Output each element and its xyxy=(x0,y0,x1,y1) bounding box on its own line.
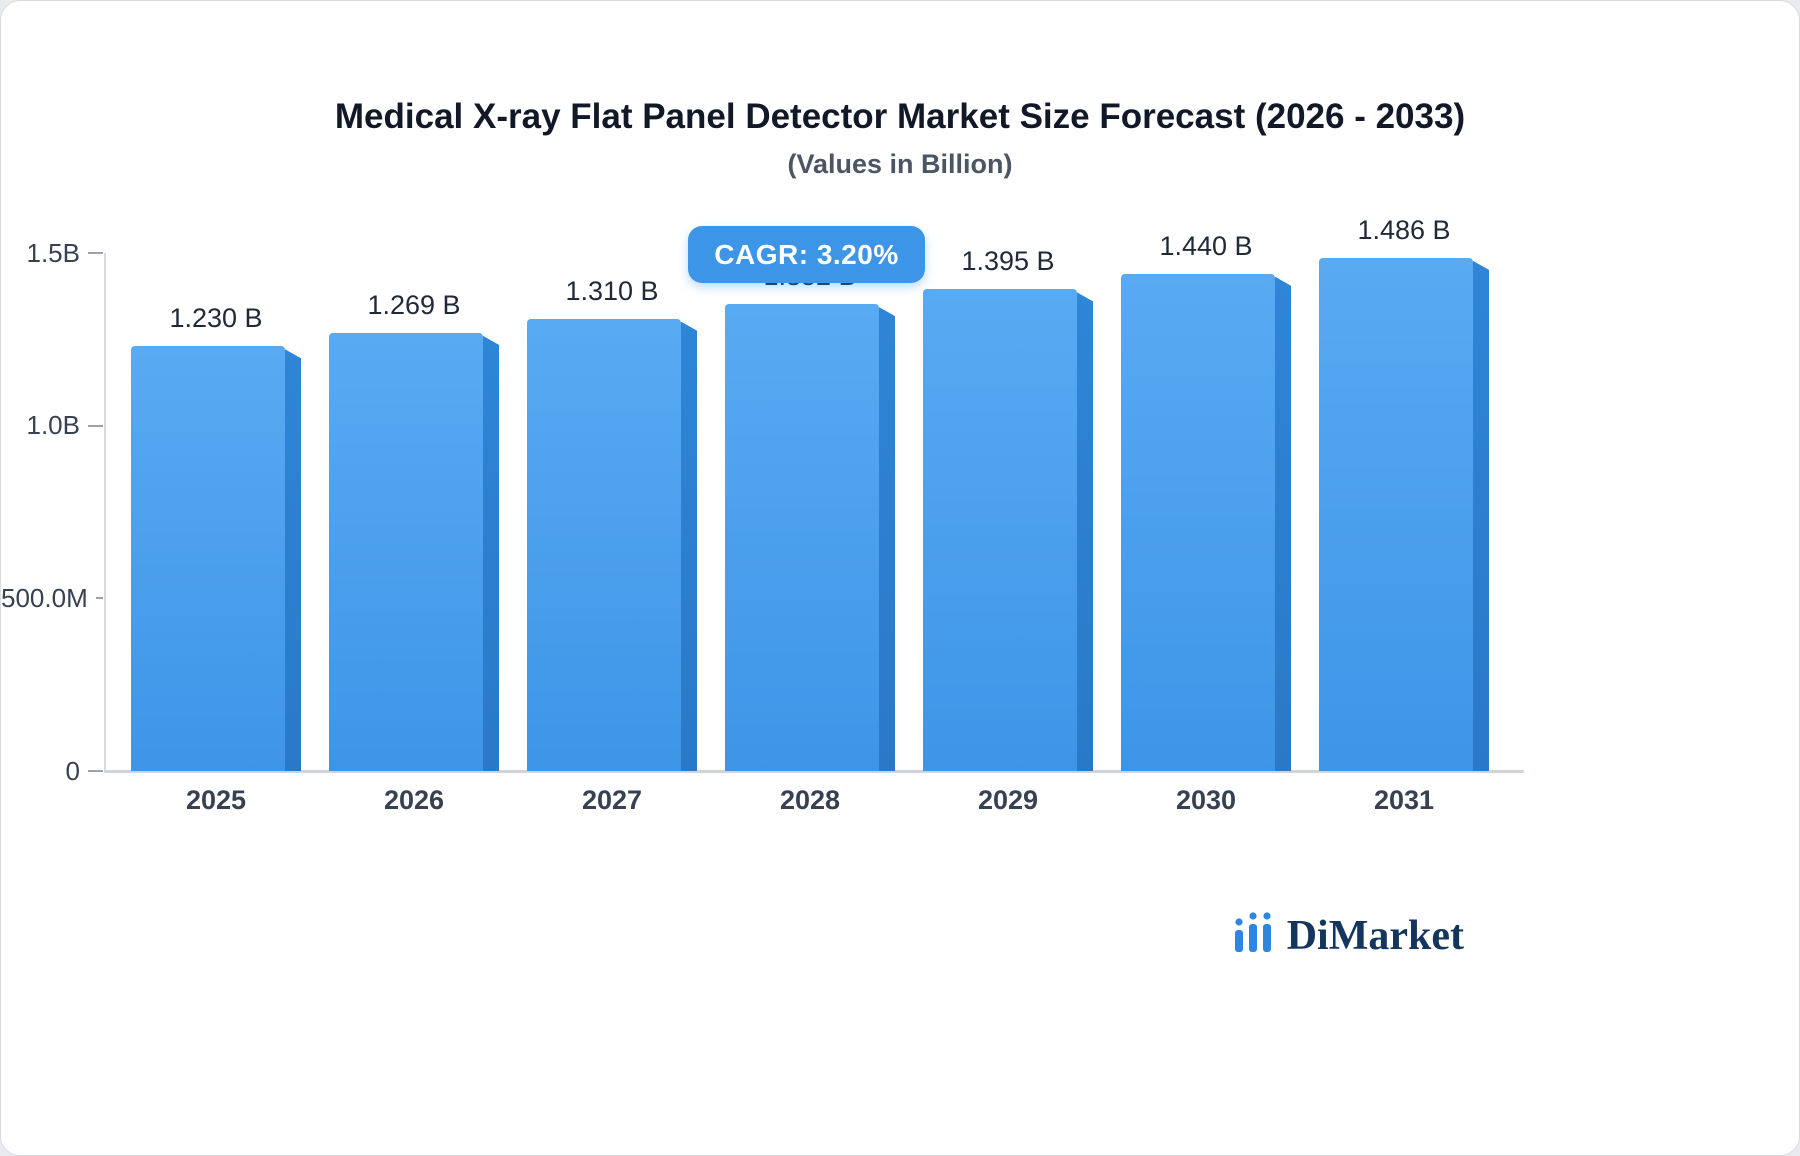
bar-side xyxy=(1473,260,1489,771)
bar-face xyxy=(725,304,879,771)
bar-value-label: 1.269 B xyxy=(367,289,461,320)
bar-side xyxy=(285,349,301,771)
bar[interactable]: 1.440 B xyxy=(1121,231,1291,771)
y-tick-label: 0 xyxy=(65,755,80,786)
y-axis: 1.5B 1.0B 500.0M 0 xyxy=(1,238,105,786)
y-tick: 500.0M xyxy=(1,582,105,613)
bar-face xyxy=(131,346,285,771)
y-tick-label: 1.5B xyxy=(26,237,81,268)
y-tick-dash xyxy=(88,252,103,254)
x-axis-label: 2025 xyxy=(185,785,247,815)
bar-chart-logo-icon xyxy=(1231,910,1277,957)
bar-face xyxy=(527,318,681,771)
bar-face xyxy=(923,289,1077,771)
y-tick-dash xyxy=(88,424,103,427)
cagr-badge-label: CAGR: 3.20% xyxy=(714,238,899,270)
plot-area: 1.230 B 1.269 B 1.310 B 1.352 B 1.395 B 1.440… xyxy=(106,215,1521,771)
dimarket-logo: DiMarket xyxy=(1231,910,1464,957)
y-tick: 1.0B xyxy=(1,410,105,441)
bar[interactable]: 1.486 B xyxy=(1319,215,1489,771)
x-axis-label: 2031 xyxy=(1373,785,1435,815)
bar-value-label: 1.440 B xyxy=(1159,230,1253,261)
x-axis-label: 2029 xyxy=(977,785,1039,815)
bar[interactable]: 1.269 B xyxy=(329,290,499,771)
bar-face xyxy=(329,332,483,771)
bar-side xyxy=(879,307,895,771)
bar[interactable]: 1.352 B xyxy=(725,261,895,771)
y-tick-dash xyxy=(88,770,103,772)
y-tick: 1.5B xyxy=(1,237,105,268)
x-axis-label: 2026 xyxy=(383,785,445,815)
bar-face xyxy=(1121,273,1275,771)
bar-face xyxy=(1319,257,1473,771)
bar[interactable]: 1.395 B xyxy=(923,246,1093,771)
y-tick: 0 xyxy=(1,755,105,786)
bar-side xyxy=(483,335,499,771)
bar-value-label: 1.310 B xyxy=(565,275,659,306)
bar[interactable]: 1.230 B xyxy=(131,303,301,771)
x-axis-label: 2027 xyxy=(581,785,643,815)
y-tick-label: 1.0B xyxy=(26,410,81,441)
chart-title: Medical X-ray Flat Panel Detector Market… xyxy=(334,97,1466,136)
logo-text: DiMarket xyxy=(1286,913,1464,959)
bar-side xyxy=(1275,276,1291,771)
y-tick-label: 500.0M xyxy=(1,582,88,613)
y-tick-dash xyxy=(95,597,103,600)
cagr-badge: CAGR: 3.20% xyxy=(688,226,925,283)
x-axis-label: 2030 xyxy=(1175,785,1237,815)
y-axis-line xyxy=(104,253,106,771)
chart-subtitle: (Values in Billion) xyxy=(787,149,1013,179)
bar-value-label: 1.230 B xyxy=(169,303,263,334)
bar-value-label: 1.395 B xyxy=(961,246,1055,277)
x-axis-labels: 2025 2026 2027 2028 2029 2030 2031 xyxy=(106,785,1521,825)
bar[interactable]: 1.310 B xyxy=(527,276,697,771)
x-axis-label: 2028 xyxy=(779,785,841,815)
bars-layer: 1.230 B 1.269 B 1.310 B 1.352 B 1.395 B 1.440… xyxy=(106,215,1521,771)
bar-side xyxy=(681,321,697,771)
x-axis-line xyxy=(104,770,1524,773)
bar-value-label: 1.486 B xyxy=(1357,214,1451,245)
bar-side xyxy=(1077,292,1093,771)
